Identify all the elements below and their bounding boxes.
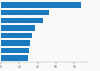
Bar [1, 2, 81, 8]
Bar [1, 33, 32, 38]
Bar [1, 25, 35, 31]
Bar [1, 55, 28, 61]
Bar [1, 10, 49, 15]
Bar [1, 40, 30, 46]
Bar [1, 18, 43, 23]
Bar [1, 48, 29, 53]
